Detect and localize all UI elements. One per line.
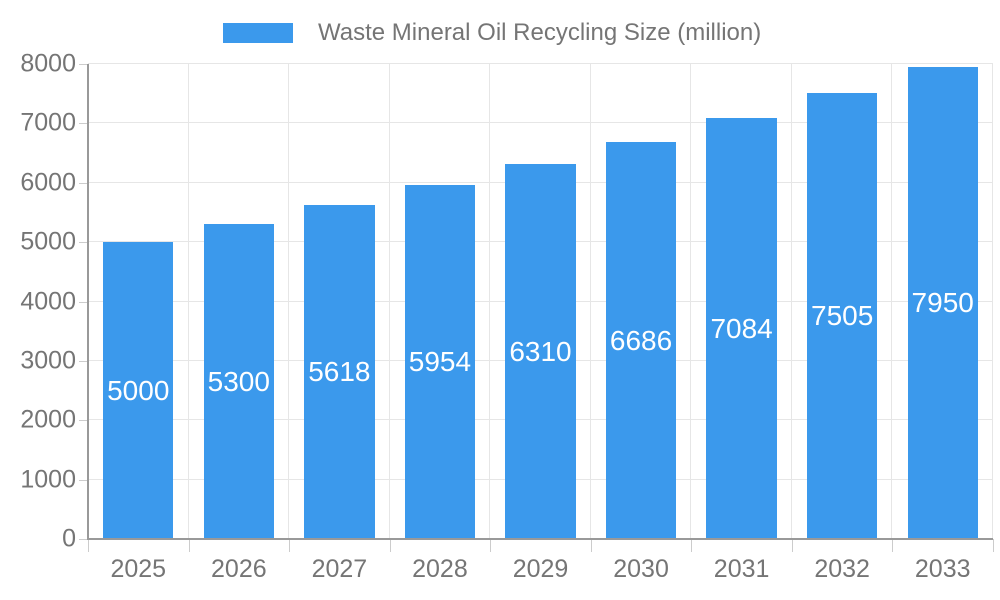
y-axis-tick xyxy=(79,301,88,303)
y-axis-tick xyxy=(79,242,88,244)
y-axis-label: 0 xyxy=(62,524,76,553)
y-axis-label: 3000 xyxy=(20,346,76,375)
bar[interactable]: 5618 xyxy=(304,205,375,539)
bar-value-label: 5618 xyxy=(308,356,371,388)
x-axis-tick xyxy=(791,539,793,552)
bar[interactable]: 5954 xyxy=(404,185,476,539)
x-axis-label: 2033 xyxy=(914,555,971,583)
x-axis-tick xyxy=(590,539,592,552)
x-axis-label: 2032 xyxy=(814,555,870,583)
legend-item[interactable]: Waste Mineral Oil Recycling Size (millio… xyxy=(223,18,761,48)
x-axis-tick xyxy=(993,539,994,552)
x-axis-tick xyxy=(490,539,492,552)
bar-value-label: 6310 xyxy=(509,335,572,367)
gridline-horizontal xyxy=(88,63,993,64)
x-axis-label: 2025 xyxy=(110,555,167,583)
gridline-vertical xyxy=(891,64,893,539)
bar[interactable]: 5300 xyxy=(203,224,274,539)
bar-value-label: 6686 xyxy=(609,324,673,356)
x-axis-tick xyxy=(892,539,894,552)
gridline-vertical xyxy=(790,64,792,539)
bar-value-label: 7084 xyxy=(710,312,773,344)
y-axis-tick xyxy=(79,123,88,125)
x-axis-label: 2031 xyxy=(713,555,770,583)
gridline-vertical xyxy=(589,64,591,539)
x-axis-tick xyxy=(389,539,391,552)
y-axis-label: 2000 xyxy=(20,405,76,434)
y-axis-label: 6000 xyxy=(20,168,76,197)
bar-value-label: 5300 xyxy=(207,365,270,397)
x-axis-label: 2029 xyxy=(512,555,569,583)
y-axis-label: 8000 xyxy=(20,49,76,78)
y-axis-tick xyxy=(79,539,88,540)
gridline-vertical xyxy=(388,64,390,539)
gridline-vertical xyxy=(690,64,692,539)
y-axis-label: 1000 xyxy=(20,465,76,494)
x-axis-line xyxy=(87,538,993,540)
y-axis-tick xyxy=(79,182,88,184)
bar-value-label: 5954 xyxy=(408,346,472,378)
y-axis-line xyxy=(87,64,89,539)
bar-value-label: 7505 xyxy=(811,300,874,332)
gridline-vertical xyxy=(489,64,491,539)
bar[interactable]: 5000 xyxy=(103,242,174,539)
gridline-vertical xyxy=(187,64,189,539)
x-axis-label: 2030 xyxy=(613,555,669,583)
y-axis-tick xyxy=(79,420,88,422)
bar[interactable]: 7084 xyxy=(706,118,777,539)
x-axis-tick xyxy=(188,539,190,552)
x-axis-label: 2026 xyxy=(211,555,267,583)
bar[interactable]: 6686 xyxy=(605,142,677,539)
x-axis-tick xyxy=(289,539,291,552)
x-axis-tick xyxy=(88,539,89,552)
bar[interactable]: 6310 xyxy=(505,164,576,539)
plot-area: 5000 5300 5618 5954 6310 6686 7084 7505 7950 xyxy=(88,63,993,539)
legend-label: Waste Mineral Oil Recycling Size (millio… xyxy=(318,19,762,46)
bar-value-label: 5000 xyxy=(107,374,170,406)
x-axis-label: 2028 xyxy=(412,555,468,583)
bar[interactable]: 7950 xyxy=(907,66,978,539)
y-axis-tick xyxy=(79,64,88,65)
gridline-horizontal xyxy=(88,122,993,124)
y-axis-label: 7000 xyxy=(20,108,76,137)
bar[interactable]: 7505 xyxy=(806,93,878,539)
bar-value-label: 7950 xyxy=(911,286,974,318)
gridline-vertical xyxy=(288,64,290,539)
legend-swatch-icon xyxy=(223,23,293,43)
x-axis-label: 2027 xyxy=(311,555,368,583)
y-axis-tick xyxy=(79,479,88,481)
y-axis-label: 5000 xyxy=(20,227,76,256)
y-axis-tick xyxy=(79,360,88,362)
x-axis-tick xyxy=(691,539,693,552)
y-axis-label: 4000 xyxy=(20,287,76,315)
gridline-vertical xyxy=(992,64,993,539)
